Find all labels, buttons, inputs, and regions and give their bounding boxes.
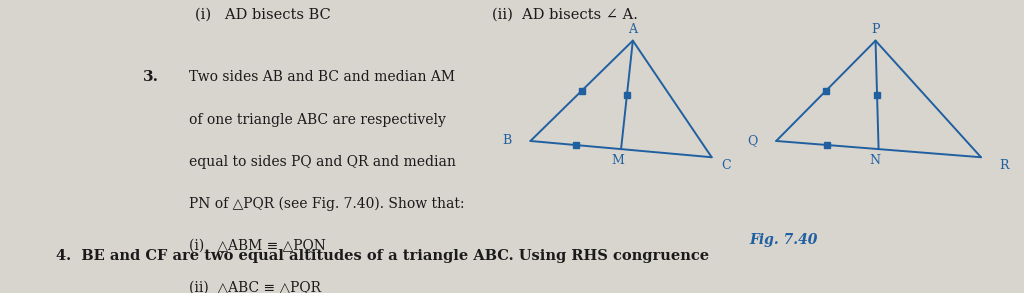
Text: C: C [721, 159, 730, 172]
Text: (i)   AD bisects BC: (i) AD bisects BC [195, 8, 331, 22]
Text: PN of △PQR (see Fig. 7.40). Show that:: PN of △PQR (see Fig. 7.40). Show that: [189, 197, 465, 211]
Text: R: R [999, 159, 1009, 172]
Text: Q: Q [748, 134, 758, 147]
Text: P: P [871, 23, 880, 36]
Text: 4.  BE and CF are two equal altitudes of a triangle ABC. Using RHS congruence: 4. BE and CF are two equal altitudes of … [56, 249, 710, 263]
Text: Fig. 7.40: Fig. 7.40 [750, 233, 817, 247]
Text: Two sides AB and BC and median AM: Two sides AB and BC and median AM [189, 71, 456, 84]
Text: (ii)  △ABC ≡ △PQR: (ii) △ABC ≡ △PQR [189, 281, 322, 293]
Text: A: A [629, 23, 637, 36]
Text: (i)   △ABM ≡ △PQN: (i) △ABM ≡ △PQN [189, 239, 327, 253]
Text: (ii)  AD bisects ∠ A.: (ii) AD bisects ∠ A. [492, 8, 637, 22]
Text: B: B [503, 134, 512, 147]
Text: M: M [611, 154, 624, 167]
Text: equal to sides PQ and QR and median: equal to sides PQ and QR and median [189, 154, 457, 168]
Text: of one triangle ABC are respectively: of one triangle ABC are respectively [189, 113, 446, 127]
Text: 3.: 3. [143, 71, 160, 84]
Text: N: N [869, 154, 881, 167]
